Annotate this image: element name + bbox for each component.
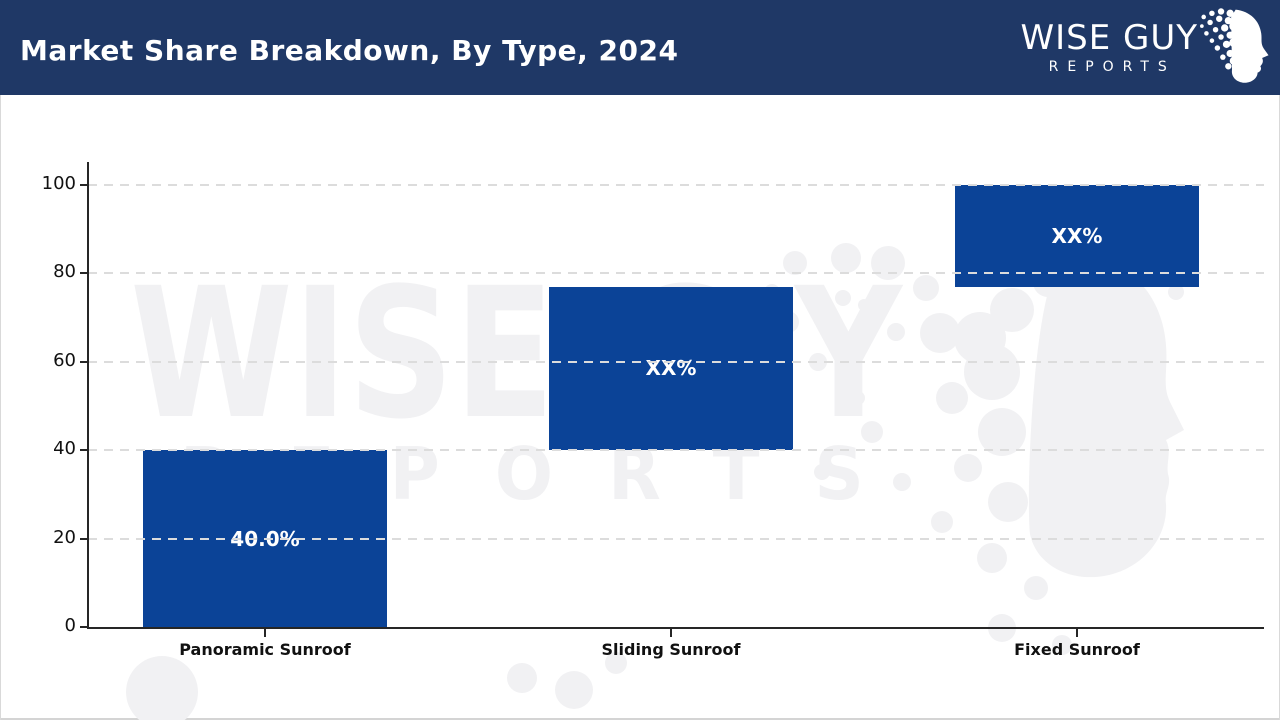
x-tick-mark bbox=[670, 629, 672, 637]
bar-value-label: XX% bbox=[645, 356, 697, 381]
gridline-100 bbox=[88, 184, 1264, 186]
x-tick-mark bbox=[264, 629, 266, 637]
y-tick-label: 40 bbox=[53, 438, 76, 460]
bar-value-label: XX% bbox=[1051, 223, 1103, 248]
y-axis-spine bbox=[87, 162, 89, 629]
gridline-80 bbox=[88, 272, 1264, 275]
gridline-20 bbox=[88, 537, 1264, 540]
bar-segment: XX% bbox=[955, 185, 1199, 287]
header-bar: Market Share Breakdown, By Type, 2024 WI… bbox=[0, 0, 1280, 95]
watermark-word-wise: WISE bbox=[130, 250, 555, 459]
page-title: Market Share Breakdown, By Type, 2024 bbox=[20, 34, 679, 67]
y-tick-label: 20 bbox=[53, 526, 76, 548]
bar-segment: XX% bbox=[549, 286, 793, 451]
y-tick-label: 100 bbox=[41, 173, 76, 194]
logo-wordmark: WISE GUY REPORTS bbox=[1020, 18, 1198, 76]
x-category-label: Panoramic Sunroof bbox=[179, 640, 351, 659]
logo-head-icon bbox=[1200, 8, 1269, 83]
logo-line1: WISE GUY bbox=[1020, 18, 1198, 58]
y-tick-label: 0 bbox=[64, 615, 76, 636]
logo-line2: REPORTS bbox=[1048, 59, 1176, 76]
y-tick-mark bbox=[80, 272, 88, 275]
y-tick-label: 60 bbox=[53, 349, 76, 371]
y-tick-mark bbox=[80, 184, 88, 186]
y-tick-mark bbox=[80, 626, 88, 628]
x-tick-mark bbox=[1076, 629, 1078, 637]
y-tick-mark bbox=[80, 537, 88, 540]
y-tick-mark bbox=[80, 360, 88, 363]
x-category-label: Fixed Sunroof bbox=[1014, 640, 1140, 659]
y-tick-label: 80 bbox=[53, 261, 76, 283]
gridline-40 bbox=[88, 449, 1264, 452]
x-axis-spine bbox=[87, 627, 1264, 629]
y-tick-mark bbox=[80, 449, 88, 452]
gridline-60 bbox=[88, 360, 1264, 363]
x-category-label: Sliding Sunroof bbox=[601, 640, 741, 659]
